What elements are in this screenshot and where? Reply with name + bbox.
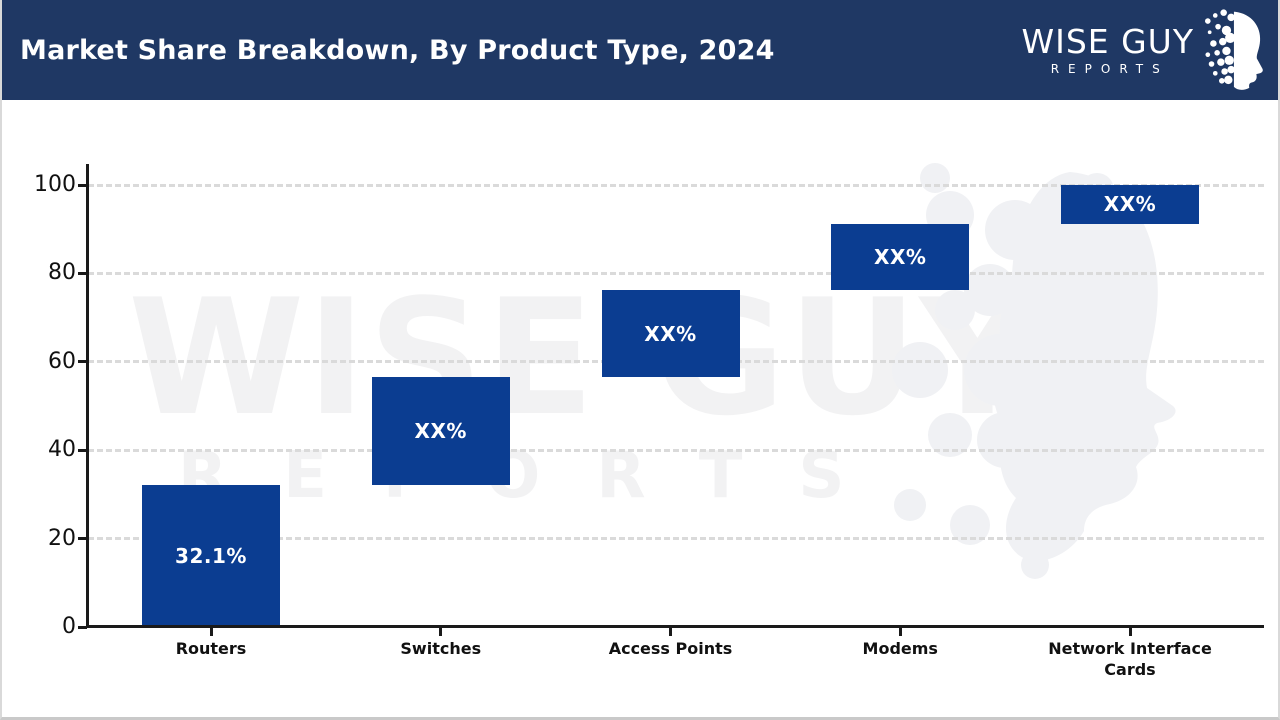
logo-subtitle: REPORTS <box>1050 61 1169 76</box>
bar-access-points: XX% <box>601 290 740 377</box>
x-tick-routers <box>209 628 213 636</box>
y-tick-label-60: 60 <box>48 348 76 374</box>
bar-value-label-network-interface-cards: XX% <box>1103 192 1157 217</box>
y-tick-20 <box>78 537 87 541</box>
gridline-20 <box>88 537 1264 541</box>
y-tick-label-0: 0 <box>62 614 76 639</box>
y-tick-label-20: 20 <box>48 525 76 551</box>
x-tick-modems <box>898 628 902 636</box>
bar-value-label-modems: XX% <box>874 245 927 270</box>
x-tick-access-points <box>669 628 672 636</box>
gridline-80 <box>88 271 1264 275</box>
bar-value-label-switches: XX% <box>414 418 467 443</box>
logo-wordmark: WISE GUY <box>1021 21 1194 61</box>
x-category-label-access-points: Access Points <box>608 639 733 658</box>
header: Market Share Breakdown, By Product Type,… <box>0 0 1280 100</box>
y-tick-40 <box>78 448 87 452</box>
y-axis-line <box>86 164 89 628</box>
bar-network-interface-cards: XX% <box>1061 185 1199 224</box>
y-tick-0 <box>78 625 87 629</box>
y-tick-label-100: 100 <box>34 172 76 197</box>
chart-title: Market Share Breakdown, By Product Type,… <box>20 34 775 66</box>
y-tick-80 <box>78 271 87 275</box>
x-category-label-switches: Switches <box>400 639 482 658</box>
x-tick-switches <box>439 628 443 636</box>
x-category-label-modems: Modems <box>862 639 938 658</box>
gridline-100 <box>88 183 1264 187</box>
x-tick-network-interface-cards <box>1128 628 1132 636</box>
y-tick-label-80: 80 <box>48 260 76 286</box>
bar-value-label-routers: 32.1% <box>175 544 247 569</box>
bar-value-label-access-points: XX% <box>644 321 697 346</box>
bar-switches: XX% <box>371 376 510 486</box>
wise-guy-reports-logo: WISE GUY REPORTS <box>1021 8 1266 92</box>
bar-routers: 32.1% <box>142 485 280 627</box>
bar-modems: XX% <box>831 223 970 291</box>
y-tick-label-40: 40 <box>48 437 76 463</box>
gridline-40 <box>88 448 1264 452</box>
x-category-label-routers: Routers <box>175 639 247 658</box>
logo-face-icon <box>1205 9 1263 90</box>
x-axis-line <box>86 625 1264 628</box>
y-tick-60 <box>78 360 87 364</box>
y-tick-100 <box>78 183 87 187</box>
logo-text: WISE GUY REPORTS <box>1021 25 1194 76</box>
x-category-label-network-interface-cards: Network Interface Cards <box>1048 639 1212 679</box>
